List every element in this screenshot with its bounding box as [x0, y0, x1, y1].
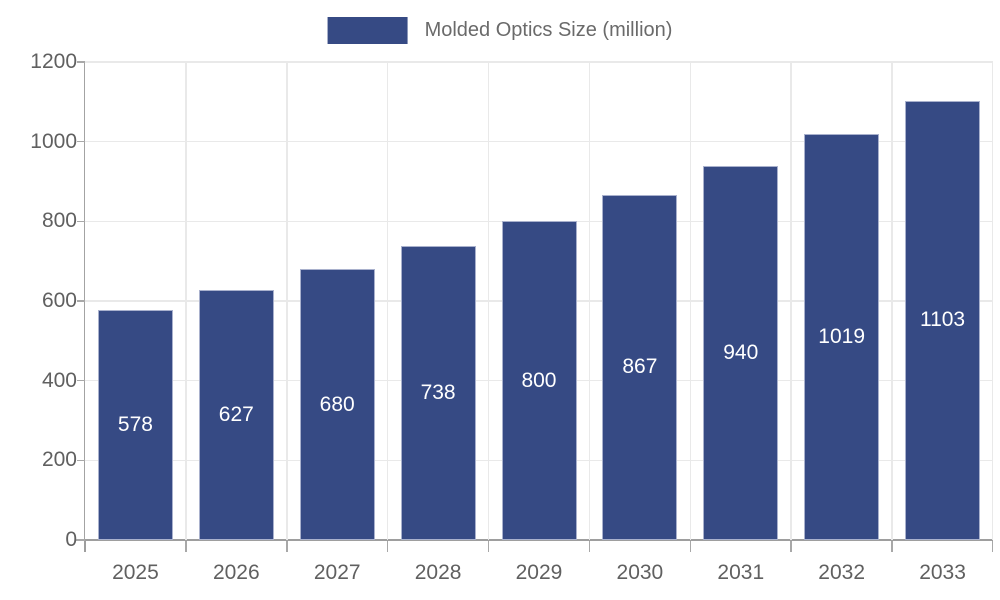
- v-gridline: [286, 62, 288, 540]
- y-tick: [77, 61, 85, 63]
- x-tick: [84, 541, 86, 552]
- bar: [400, 246, 476, 540]
- bar-value-label: 800: [521, 368, 557, 392]
- y-tick-label: 800: [41, 209, 77, 233]
- bar: [299, 269, 375, 540]
- y-tick: [77, 539, 85, 541]
- x-tick: [689, 541, 692, 552]
- v-gridline: [790, 62, 792, 540]
- plot-area: 578 627 680 738 800 867 940 1019 1103: [76, 61, 993, 552]
- bar: [602, 194, 678, 540]
- bar-value-label: 627: [218, 403, 254, 427]
- bar-value-label: 578: [117, 412, 153, 436]
- bar-value-label: 1103: [919, 308, 966, 332]
- bar-value-label: 940: [723, 340, 759, 364]
- x-tick: [991, 541, 993, 552]
- x-axis: 2025 2026 2027 2028 2029 2030 2031 2032 2033: [85, 558, 993, 592]
- x-tick: [588, 541, 591, 552]
- y-tick-label: 600: [41, 289, 77, 312]
- x-tick: [185, 541, 187, 552]
- x-tick-label: 2032: [818, 561, 866, 584]
- v-gridline: [891, 62, 893, 540]
- x-tick-label: 2029: [515, 561, 563, 584]
- bar: [501, 221, 577, 540]
- y-tick: [77, 300, 85, 302]
- y-tick: [77, 379, 85, 382]
- x-tick: [487, 541, 490, 552]
- bar: [804, 134, 880, 540]
- y-tick-label: 200: [41, 448, 77, 472]
- bar: [905, 100, 981, 540]
- v-gridline: [588, 62, 591, 540]
- x-axis-line: [76, 539, 993, 541]
- bar-value-label: 738: [420, 381, 456, 404]
- y-tick: [77, 220, 85, 223]
- x-tick-label: 2028: [414, 561, 462, 584]
- x-tick-label: 2033: [919, 561, 966, 584]
- y-tick-label: 400: [41, 368, 77, 392]
- v-gridline: [185, 62, 187, 540]
- legend-label: Molded Optics Size (million): [424, 18, 673, 41]
- chart-legend: Molded Optics Size (million): [327, 16, 673, 44]
- v-gridline: [386, 62, 389, 540]
- x-tick: [286, 541, 288, 552]
- bar-value-label: 680: [319, 392, 355, 416]
- legend-swatch: [327, 16, 408, 44]
- x-tick: [790, 541, 792, 552]
- y-tick: [77, 459, 85, 462]
- x-tick: [891, 541, 893, 552]
- bar-value-label: 867: [622, 355, 658, 379]
- h-gridline: [85, 140, 993, 143]
- x-tick-label: 2026: [212, 561, 260, 584]
- y-axis: 0 200 400 600 800 1000 1200: [0, 0, 77, 600]
- x-tick-label: 2027: [313, 561, 361, 584]
- y-tick-label: 0: [65, 528, 77, 551]
- x-tick-label: 2025: [112, 561, 159, 584]
- y-tick-label: 1200: [30, 50, 77, 73]
- bar: [198, 290, 274, 540]
- bar-value-label: 1019: [818, 325, 866, 349]
- v-gridline: [689, 62, 692, 540]
- v-gridline: [487, 62, 490, 540]
- v-gridline: [991, 62, 993, 540]
- bar: [703, 165, 779, 540]
- h-gridline: [85, 61, 993, 63]
- y-tick: [77, 140, 85, 143]
- bar: [97, 309, 173, 540]
- x-tick: [386, 541, 389, 552]
- y-tick-label: 1000: [30, 129, 77, 153]
- x-tick-label: 2031: [717, 561, 765, 584]
- h-gridline: [85, 220, 993, 223]
- x-tick-label: 2030: [616, 561, 664, 584]
